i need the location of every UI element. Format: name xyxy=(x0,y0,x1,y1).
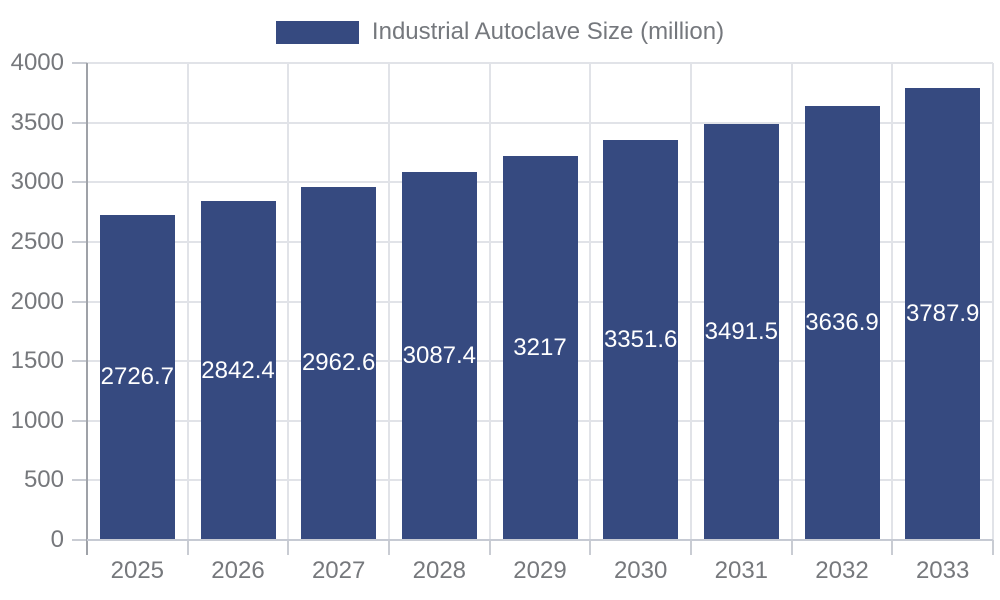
x-axis-baseline xyxy=(87,539,993,541)
x-axis-tick-label: 2029 xyxy=(513,557,567,584)
x-axis-tick-label: 2026 xyxy=(211,557,265,584)
y-axis-tick-label: 3500 xyxy=(10,108,64,136)
legend-swatch xyxy=(275,20,359,44)
y-gridline xyxy=(87,62,993,64)
y-axis-tick-label: 500 xyxy=(23,466,64,494)
legend-item[interactable]: Industrial Autoclave Size (million) xyxy=(0,18,1000,46)
y-axis-tick xyxy=(72,240,87,243)
bar xyxy=(905,88,981,540)
y-axis-tick xyxy=(72,419,87,422)
y-axis-tick-label: 2500 xyxy=(10,227,64,255)
bar-value-label: 3351.6 xyxy=(603,326,678,354)
x-axis-tick xyxy=(186,540,189,555)
x-axis-tick xyxy=(287,540,290,555)
bar-value-label: 2962.6 xyxy=(301,349,376,377)
y-axis-tick xyxy=(72,479,87,482)
x-axis-tick xyxy=(488,540,491,555)
y-gridline xyxy=(87,121,993,124)
bar-value-label: 2726.7 xyxy=(100,363,175,391)
y-axis-tick-label: 3000 xyxy=(10,168,64,196)
y-axis-tick-label: 4000 xyxy=(10,49,64,76)
x-axis-tick-label: 2025 xyxy=(110,557,165,584)
x-axis-tick xyxy=(388,540,390,555)
x-axis-tick-label: 2031 xyxy=(714,557,769,584)
bar xyxy=(502,156,578,540)
y-axis-tick-label: 1000 xyxy=(10,406,64,434)
y-axis-tick-label: 0 xyxy=(50,526,64,553)
bar-value-label: 3787.9 xyxy=(905,300,980,328)
y-axis-tick xyxy=(72,300,87,303)
x-axis-tick-label: 2028 xyxy=(412,557,467,584)
bar-value-label: 3636.9 xyxy=(805,309,879,337)
y-axis-tick-label: 2000 xyxy=(10,287,64,315)
bar-value-label: 3087.4 xyxy=(402,341,477,369)
bar xyxy=(603,140,679,540)
y-axis-tick xyxy=(72,121,87,124)
x-axis-tick xyxy=(891,540,894,555)
bar xyxy=(99,214,175,540)
bar xyxy=(401,171,477,540)
x-axis-tick xyxy=(589,540,592,555)
x-axis-tick xyxy=(690,540,692,555)
bar-value-label: 3491.5 xyxy=(704,317,779,345)
bar xyxy=(301,186,377,540)
x-axis-tick-label: 2030 xyxy=(613,557,668,584)
bar xyxy=(804,106,880,540)
x-gridline xyxy=(992,63,994,540)
y-axis-tick xyxy=(72,62,87,64)
x-axis-tick xyxy=(790,540,793,555)
y-axis-line xyxy=(86,63,88,555)
x-axis-tick-label: 2033 xyxy=(915,557,970,584)
bar xyxy=(200,201,276,540)
x-axis-tick xyxy=(992,540,994,555)
y-axis-tick xyxy=(72,360,87,363)
x-axis-tick-label: 2032 xyxy=(815,557,869,584)
y-axis-tick-label: 1500 xyxy=(10,347,64,375)
x-axis-tick-label: 2027 xyxy=(311,557,366,584)
y-axis-tick xyxy=(72,181,87,184)
bar-value-label: 3217 xyxy=(513,334,567,362)
bar-value-label: 2842.4 xyxy=(201,356,275,384)
bar xyxy=(703,123,779,540)
y-axis-tick xyxy=(72,539,87,541)
legend-label: Industrial Autoclave Size (million) xyxy=(371,18,725,45)
